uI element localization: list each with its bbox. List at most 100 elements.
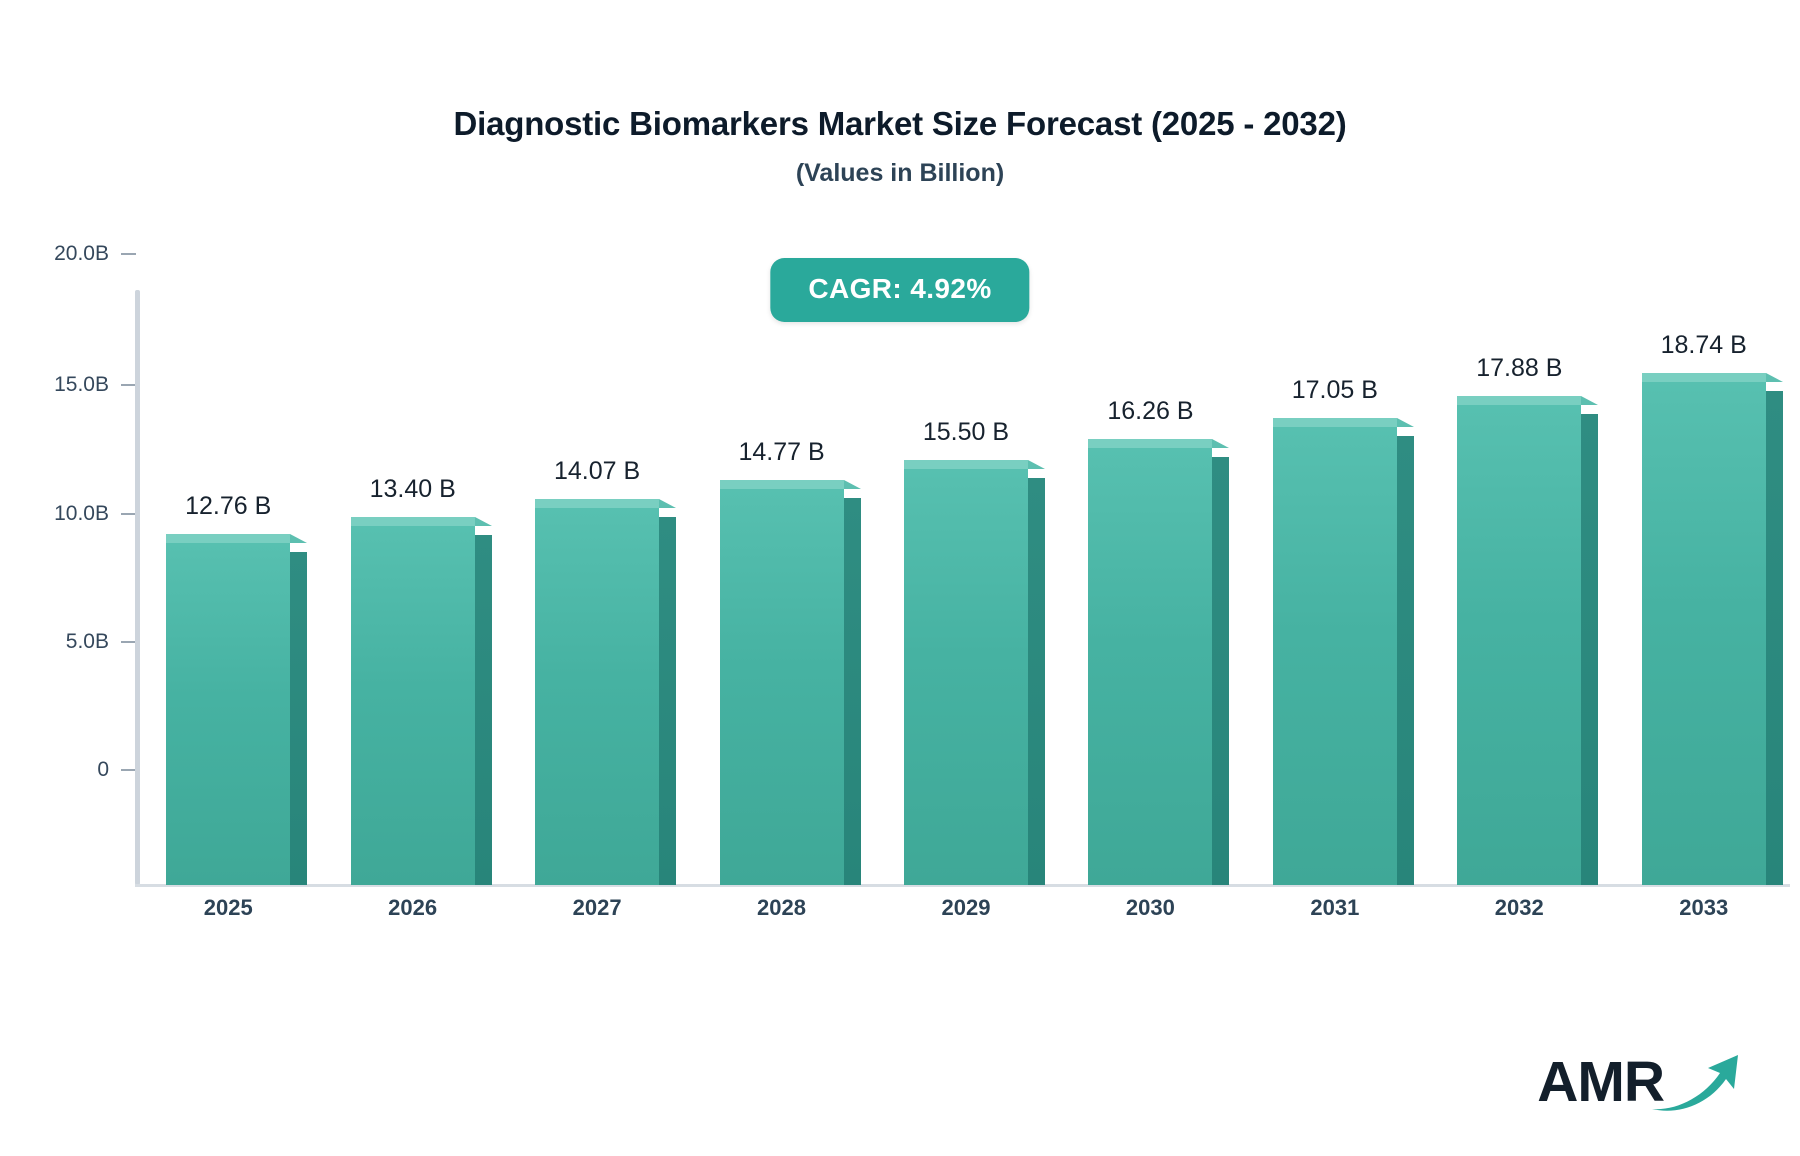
bar-value-label: 14.07 B [554,457,641,485]
bar-side-face [1027,478,1045,885]
bar-slot: 18.74 B [1612,290,1796,885]
bar-front-face [1272,427,1397,885]
y-tick-dash [121,513,136,515]
x-tick-label-2026: 2026 [388,895,438,920]
bar-side-face [659,517,677,885]
y-tick-dash [121,253,136,255]
bar-slot: 13.40 B [320,290,504,885]
bar-value-label: 14.77 B [738,438,825,466]
page-subtitle: (Values in Billion) [795,158,1005,187]
bar-top-face [350,517,475,526]
bar-bevel [290,534,308,543]
x-tick-label-2027: 2027 [572,895,622,920]
y-tick-dash [121,641,136,643]
bar-side-face [1212,457,1230,885]
x-tick-label-2025: 2025 [203,895,253,920]
x-axis: 2025 2026 2027 2028 2029 2030 2031 2032 … [136,895,1796,921]
x-tick-label-2029: 2029 [941,895,991,920]
y-tick-label: 10.0B [54,502,109,525]
bar-top-face [1088,439,1213,448]
y-tick-label: 15.0B [54,373,109,396]
bar-side-face [1765,391,1783,885]
bar-top-face [535,499,660,508]
bar-front-face [903,469,1028,885]
bar-value-label: 17.88 B [1476,354,1563,382]
bar-top-face [1641,373,1766,382]
bar-top-face [1272,418,1397,427]
bar-front-face [1641,382,1766,885]
bar-2025[interactable]: 12.76 B [166,492,308,885]
bar-bevel [1765,373,1783,382]
bar-top-face [903,460,1028,469]
bar-bevel [1396,418,1414,427]
x-tick-label-2031: 2031 [1310,895,1360,920]
page-title: Diagnostic Biomarkers Market Size Foreca… [453,105,1347,142]
bar-value-label: 12.76 B [185,492,272,520]
bar-front-face [535,508,660,885]
bar-slot: 15.50 B [874,290,1058,885]
bar-2032[interactable]: 17.88 B [1457,354,1599,885]
y-tick-5: 5.0B [65,630,136,653]
y-axis: 20.0B 15.0B 10.0B 5.0B 0 [0,0,136,1156]
x-tick-label-2032: 2032 [1494,895,1544,920]
bar-2033[interactable]: 18.74 B [1641,331,1783,885]
x-tick-label-2033: 2033 [1679,895,1729,920]
bar-slot: 14.07 B [505,290,689,885]
bar-slot: 12.76 B [136,290,320,885]
x-tick-label-2030: 2030 [1125,895,1175,920]
bar-side-face [290,552,308,885]
bar-slot: 16.26 B [1058,290,1242,885]
bar-value-label: 13.40 B [369,475,456,503]
bar-2029[interactable]: 15.50 B [903,418,1045,885]
bar-slot: 17.05 B [1243,290,1427,885]
x-tick-label-2028: 2028 [757,895,806,920]
title-block: Diagnostic Biomarkers Market Size Foreca… [0,104,1800,188]
bar-top-face [719,480,844,489]
bar-value-label: 17.05 B [1291,376,1378,404]
y-tick-dash [121,384,136,386]
bar-bevel [1581,396,1599,405]
cagr-badge: CAGR: 4.92% [770,258,1030,322]
bar-2030[interactable]: 16.26 B [1088,397,1230,885]
bar-slot: 17.88 B [1427,290,1611,885]
growth-arrow-icon [1650,1051,1742,1120]
bar-front-face [1457,405,1582,885]
bar-2026[interactable]: 13.40 B [350,475,492,885]
bar-side-face [1396,436,1414,885]
bar-bevel [843,480,861,489]
amr-logo: AMR [1537,1046,1742,1118]
bar-side-face [1581,414,1599,885]
bar-side-face [474,535,492,885]
bar-top-face [1457,396,1582,405]
bar-bevel [474,517,492,526]
bar-2028[interactable]: 14.77 B [719,438,861,885]
logo-wordmark: AMR [1537,1049,1665,1114]
bar-2031[interactable]: 17.05 B [1272,376,1414,885]
bar-front-face [166,543,291,885]
bar-slot: 14.77 B [689,290,873,885]
bar-bevel [1027,460,1045,469]
bar-front-face [350,526,475,885]
bar-value-label: 18.74 B [1660,331,1747,359]
y-tick-10: 10.0B [54,502,136,525]
y-tick-dash [121,769,136,771]
bar-front-face [1088,448,1213,885]
bar-front-face [719,489,844,885]
bar-value-label: 15.50 B [922,418,1010,446]
bar-value-label: 16.26 B [1107,397,1194,425]
y-tick-15: 15.0B [54,373,136,396]
y-tick-20: 20.0B [54,242,136,265]
bar-2027[interactable]: 14.07 B [535,457,677,885]
x-axis-line [135,884,1790,887]
bar-top-face [166,534,291,543]
y-axis-line [135,290,140,885]
bar-bevel [1212,439,1230,448]
bar-series: 12.76 B 13.40 B 14.07 B [136,290,1796,885]
y-tick-0: 0 [97,758,136,781]
y-tick-label: 20.0B [54,242,109,265]
bar-side-face [843,498,861,885]
y-tick-label: 5.0B [65,630,109,653]
bar-bevel [659,499,677,508]
